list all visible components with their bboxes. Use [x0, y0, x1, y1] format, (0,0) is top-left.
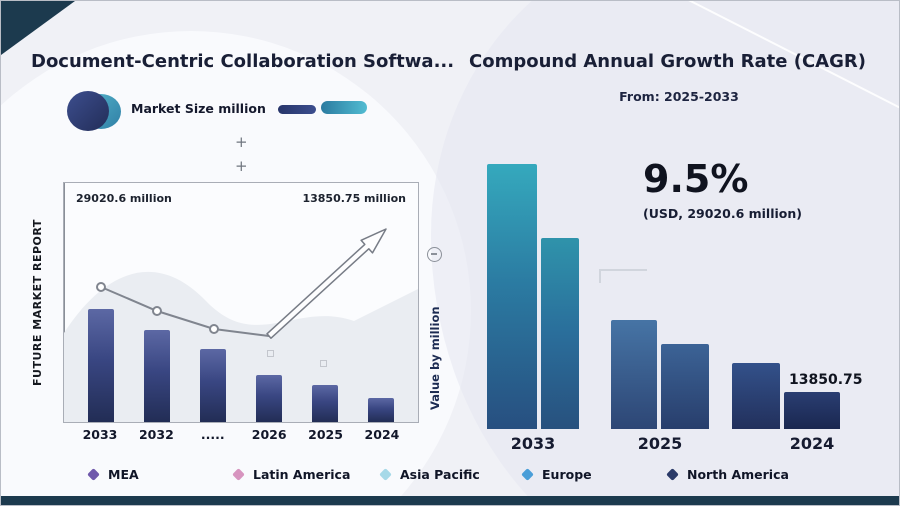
- bar: [784, 392, 840, 429]
- bar: [144, 330, 170, 422]
- market-size-legend: Market Size million: [67, 91, 267, 133]
- right-group-0-bars: [487, 164, 579, 429]
- legend-label: Latin America: [253, 466, 351, 482]
- legend-item: MEA: [87, 466, 139, 482]
- x-axis-label: 2026: [251, 427, 287, 442]
- right-group-1: 2025: [611, 320, 709, 453]
- x-axis-label: 2025: [637, 434, 683, 453]
- bar: [611, 320, 657, 429]
- bar-value-label: 13850.75: [789, 372, 863, 388]
- x-axis-label: 2024: [364, 427, 400, 442]
- bar: [487, 164, 537, 429]
- market-size-legend-label: Market Size million: [131, 101, 266, 116]
- bar: [732, 363, 780, 429]
- legend-label: Asia Pacific: [400, 466, 480, 482]
- plus-decor-icon: +: [235, 157, 248, 175]
- legend-item: Europe: [521, 466, 592, 482]
- x-axis-label: 2033: [82, 427, 118, 442]
- x-axis-label: 2024: [789, 434, 835, 453]
- bar: [368, 398, 394, 422]
- x-axis-label: .....: [200, 427, 225, 442]
- bar: [661, 344, 709, 429]
- x-axis-label: 2033: [510, 434, 556, 453]
- right-group-0: 2033: [487, 164, 579, 453]
- bar: [88, 309, 114, 422]
- legend-diamond-icon: [521, 467, 534, 481]
- corner-triangle-decor: [1, 1, 75, 55]
- x-axis-label: 2025: [308, 427, 343, 442]
- left-chart-title: Document-Centric Collaboration Softwa...: [31, 51, 455, 72]
- legend-diamond-icon: [379, 467, 392, 481]
- bar: [256, 375, 282, 422]
- annotation-right: 13850.75 million: [302, 192, 406, 205]
- bar: [541, 238, 579, 429]
- watermark-side-label: FUTURE MARKET REPORT: [31, 219, 44, 386]
- bracket-decor: [599, 269, 647, 283]
- right-group-2: 2024: [732, 363, 840, 453]
- left-bar-chart: 29020.6 million 13850.75 million: [63, 182, 419, 423]
- legend-diamond-icon: [666, 467, 679, 481]
- left-x-labels: 2033 2032..... 2026 2025 2024: [63, 427, 419, 442]
- legend-label: MEA: [108, 466, 139, 482]
- square-decor: [320, 360, 327, 367]
- minus-circle-decor-icon: [427, 247, 442, 262]
- cagr-value: 9.5%: [643, 157, 749, 201]
- value-axis-label: Value by million: [428, 306, 442, 410]
- bottom-bar-decor: [1, 496, 899, 505]
- bar: [200, 349, 226, 422]
- square-decor: [267, 350, 274, 357]
- legend-diamond-icon: [87, 467, 100, 481]
- legend-item: Asia Pacific: [379, 466, 480, 482]
- right-group-2-bars: [732, 363, 840, 429]
- left-bars: [64, 183, 418, 422]
- cagr-note: (USD, 29020.6 million): [643, 206, 802, 221]
- right-group-1-bars: [611, 320, 709, 429]
- trend-line-arrow: [96, 228, 387, 339]
- right-chart-title: Compound Annual Growth Rate (CAGR): [469, 51, 866, 72]
- legend-item: Latin America: [232, 466, 351, 482]
- bar: [312, 385, 338, 422]
- plus-decor-icon: +: [235, 133, 248, 151]
- legend-item: North America: [666, 466, 789, 482]
- legend-diamond-icon: [232, 467, 245, 481]
- pill-decor-teal: [321, 101, 367, 114]
- legend-label: North America: [687, 466, 789, 482]
- right-chart-subtitle: From: 2025-2033: [619, 89, 739, 104]
- pill-decor-navy: [278, 105, 316, 114]
- annotation-left: 29020.6 million: [76, 192, 172, 205]
- legend-label: Europe: [542, 466, 592, 482]
- cylinder-icon: [67, 91, 121, 131]
- x-axis-label: 2032: [138, 427, 174, 442]
